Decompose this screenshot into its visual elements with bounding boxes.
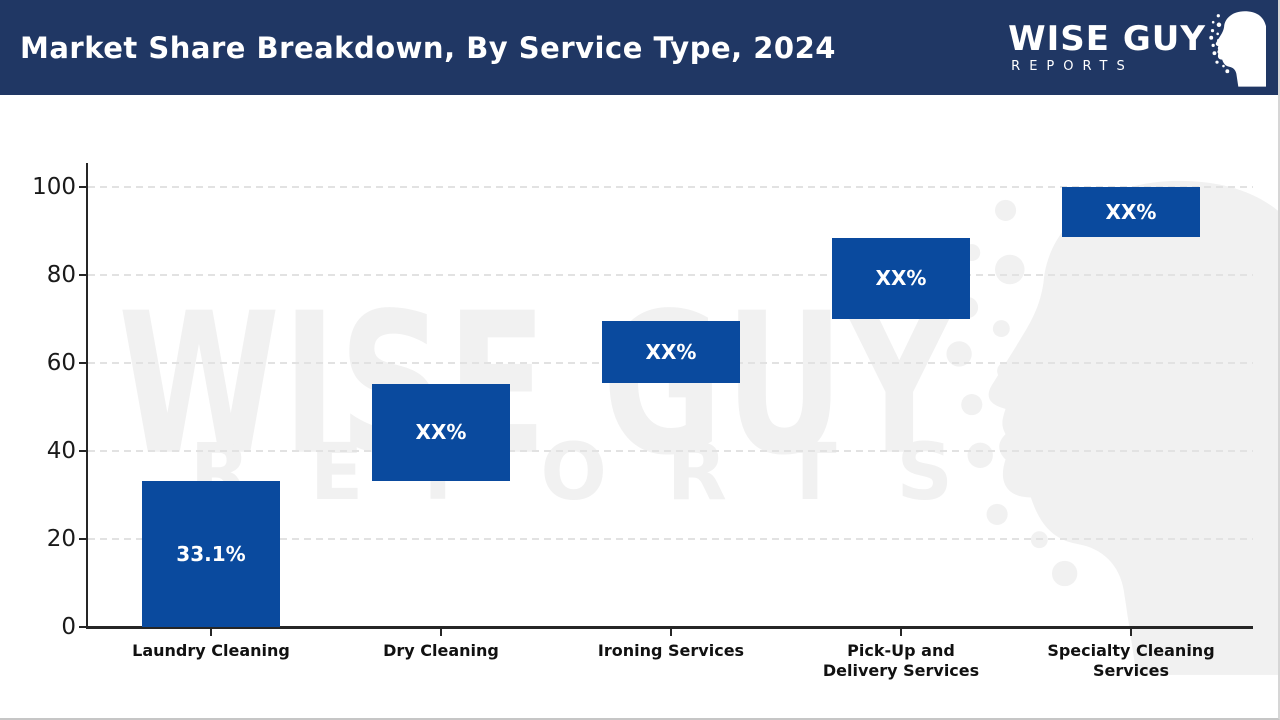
y-tick	[79, 362, 88, 364]
logo-subtitle: REPORTS	[1011, 58, 1134, 74]
bar-value-label: XX%	[1105, 199, 1157, 224]
bar-segment: 33.1%	[142, 481, 280, 627]
y-gridline	[88, 186, 1253, 188]
x-category-label: Pick-Up and Delivery Services	[822, 641, 980, 680]
x-tick	[900, 627, 902, 636]
y-tick-label: 0	[61, 614, 76, 640]
y-tick	[79, 274, 88, 276]
y-tick-label: 100	[32, 174, 76, 200]
y-tick-label: 40	[46, 438, 76, 464]
bar-value-label: XX%	[415, 420, 467, 445]
x-tick	[440, 627, 442, 636]
wise-guy-logo: WISE GUY REPORTS	[1008, 9, 1266, 87]
y-gridline	[88, 274, 1253, 276]
x-category-label: Laundry Cleaning	[132, 641, 290, 660]
x-tick	[670, 627, 672, 636]
page-title: Market Share Breakdown, By Service Type,…	[20, 30, 836, 65]
bar-value-label: XX%	[645, 340, 697, 365]
y-tick	[79, 450, 88, 452]
bar-segment: XX%	[832, 238, 970, 319]
bar-value-label: 33.1%	[176, 542, 246, 567]
x-category-label: Ironing Services	[597, 641, 745, 660]
y-gridline	[88, 538, 1253, 540]
y-tick	[79, 186, 88, 188]
x-tick	[1130, 627, 1132, 636]
bar-segment: XX%	[1062, 187, 1200, 237]
header-bar: Market Share Breakdown, By Service Type,…	[0, 0, 1278, 95]
y-tick	[79, 626, 88, 628]
x-tick	[210, 627, 212, 636]
bar-segment: XX%	[602, 321, 740, 384]
y-axis-line	[86, 163, 88, 629]
bar-value-label: XX%	[875, 266, 927, 291]
logo-text-block: WISE GUY REPORTS	[1008, 22, 1206, 74]
y-gridline	[88, 450, 1253, 452]
watermark-reports-text: REPORTS	[190, 428, 1013, 518]
y-tick-label: 60	[46, 350, 76, 376]
x-category-label: Dry Cleaning	[383, 641, 499, 660]
bar-segment: XX%	[372, 383, 510, 481]
y-tick	[79, 538, 88, 540]
y-tick-label: 20	[46, 526, 76, 552]
y-tick-label: 80	[46, 262, 76, 288]
logo-head-silhouette-icon	[1209, 10, 1266, 87]
x-axis-line	[86, 625, 1253, 629]
x-category-label: Specialty Cleaning Services	[1047, 641, 1215, 680]
logo-wordmark: WISE GUY	[1008, 18, 1206, 59]
